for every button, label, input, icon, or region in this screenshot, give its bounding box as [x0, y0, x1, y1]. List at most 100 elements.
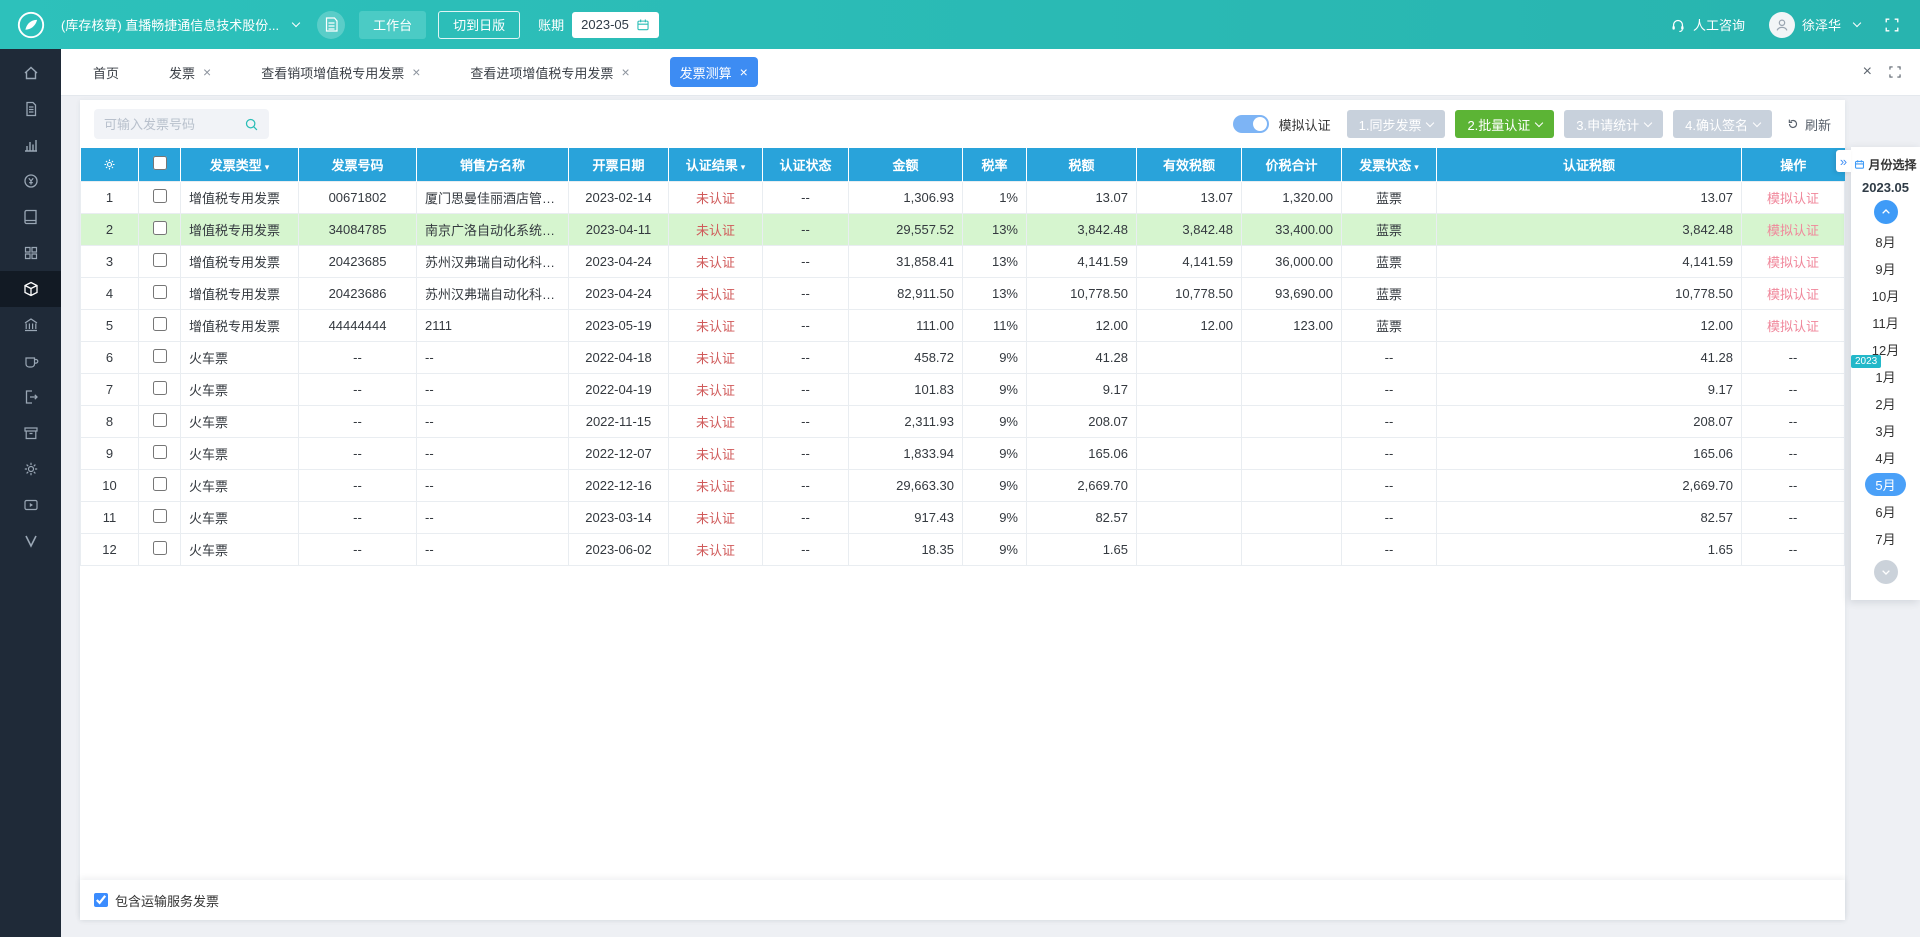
simulate-certify-link[interactable]: 模拟认证: [1741, 308, 1845, 342]
document-quick-icon[interactable]: [317, 10, 346, 39]
column-header[interactable]: 销售方名称: [416, 148, 569, 181]
sidebar-item-assets[interactable]: [0, 271, 61, 307]
period-selector[interactable]: 2023-05: [572, 11, 659, 38]
table-row[interactable]: 7 火车票 -- -- 2022-04-19 未认证 -- 101.83 9% 9.17 -- 9.1…: [80, 372, 1845, 406]
scroll-months-up-button[interactable]: [1873, 200, 1898, 224]
tab-invoice[interactable]: 发票 ×: [159, 57, 221, 87]
row-checkbox[interactable]: [152, 284, 167, 299]
month-item[interactable]: 8月: [1875, 235, 1896, 250]
confirm-signature-button[interactable]: 4.确认签名: [1673, 110, 1772, 138]
tab-input-vat-invoices[interactable]: 查看进项增值税专用发票 ×: [460, 57, 639, 87]
month-item[interactable]: 1月 2023: [1851, 355, 1920, 390]
month-item[interactable]: 12月: [1871, 343, 1900, 358]
row-checkbox[interactable]: [152, 380, 167, 395]
month-item[interactable]: 6月: [1875, 505, 1896, 520]
column-header[interactable]: 发票状态 ▾: [1341, 148, 1437, 181]
sidebar-item-funds[interactable]: [0, 163, 61, 199]
column-header[interactable]: 价税合计: [1241, 148, 1342, 181]
row-checkbox[interactable]: [152, 540, 167, 555]
row-checkbox[interactable]: [152, 348, 167, 363]
row-checkbox[interactable]: [152, 412, 167, 427]
support-button[interactable]: 人工咨询: [1670, 15, 1745, 34]
table-row[interactable]: 8 火车票 -- -- 2022-11-15 未认证 -- 2,311.93 9% 208.07-…: [80, 404, 1845, 438]
collapse-panel-icon[interactable]: »: [1836, 150, 1851, 172]
tab-home[interactable]: 首页: [83, 57, 129, 87]
close-icon[interactable]: ×: [412, 64, 421, 80]
table-row[interactable]: 4增值税专用发票20423686苏州汉弗瑞自动化科技有限...2023-04-2…: [80, 276, 1845, 310]
workbench-button[interactable]: 工作台: [359, 10, 427, 39]
switch-version-button[interactable]: 切到日版: [438, 10, 521, 39]
month-item[interactable]: 7月: [1875, 532, 1896, 547]
include-transport-checkbox[interactable]: [94, 893, 108, 907]
sidebar-item-report[interactable]: [0, 127, 61, 163]
sidebar-item-bank[interactable]: [0, 307, 61, 343]
row-checkbox[interactable]: [152, 252, 167, 267]
column-header[interactable]: 金额: [848, 148, 963, 181]
search-box[interactable]: [94, 109, 269, 139]
month-item[interactable]: 11月: [1872, 316, 1899, 331]
month-item[interactable]: 4月: [1875, 451, 1896, 466]
close-icon[interactable]: ×: [621, 64, 630, 80]
search-icon[interactable]: [244, 117, 259, 132]
sidebar-item-home[interactable]: [0, 55, 61, 91]
row-checkbox[interactable]: [152, 188, 167, 203]
tab-invoice-calc[interactable]: 发票测算 ×: [669, 57, 758, 87]
column-header[interactable]: 认证状态: [762, 148, 849, 181]
user-menu[interactable]: 徐泽华: [1768, 11, 1862, 38]
sidebar-item-archive[interactable]: [0, 415, 61, 451]
sidebar-item-invoice[interactable]: [0, 91, 61, 127]
table-row[interactable]: 10 火车票 -- -- 2022-12-16 未认证 -- 29,663.30 9% 2,669…: [80, 468, 1845, 502]
column-header[interactable]: 开票日期: [568, 148, 669, 181]
month-item[interactable]: 9月: [1875, 262, 1896, 277]
simulate-certify-link[interactable]: 模拟认证: [1741, 180, 1845, 214]
sidebar-item-apps[interactable]: [0, 235, 61, 271]
sidebar-item-tea[interactable]: [0, 343, 61, 379]
company-selector[interactable]: (库存核算) 直播畅捷通信息技术股份...: [61, 15, 301, 34]
table-row[interactable]: 3增值税专用发票20423685苏州汉弗瑞自动化科技有限...2023-04-2…: [80, 244, 1845, 278]
table-row[interactable]: 12 火车票 -- -- 2023-06-02 未认证 -- 18.35 9% 1.65 -- 1.6…: [80, 532, 1845, 566]
table-row[interactable]: 2增值税专用发票34084785南京广洛自动化系统有限责...2023-04-1…: [80, 212, 1845, 246]
month-item[interactable]: 5月: [1851, 471, 1920, 498]
expand-icon[interactable]: [1888, 65, 1902, 79]
close-icon[interactable]: ×: [739, 64, 748, 80]
apply-statistics-button[interactable]: 3.申请统计: [1564, 110, 1664, 138]
column-header[interactable]: 税额: [1026, 148, 1137, 181]
table-row[interactable]: 11 火车票 -- -- 2023-03-14 未认证 -- 917.43 9% 82.57 -- 8…: [80, 500, 1845, 534]
simulate-certify-link[interactable]: 模拟认证: [1741, 212, 1845, 246]
month-item[interactable]: 3月: [1875, 424, 1896, 439]
column-header[interactable]: 有效税额: [1136, 148, 1242, 181]
row-checkbox[interactable]: [152, 508, 167, 523]
select-all-checkbox[interactable]: [152, 155, 167, 170]
month-item[interactable]: 10月: [1871, 289, 1900, 304]
select-all-header[interactable]: [138, 148, 181, 181]
simulate-certify-link[interactable]: 模拟认证: [1741, 244, 1845, 278]
refresh-button[interactable]: 刷新: [1786, 115, 1831, 134]
close-icon[interactable]: ×: [203, 64, 212, 80]
column-header[interactable]: 发票类型 ▾: [180, 148, 299, 181]
sync-invoice-button[interactable]: 1.同步发票: [1346, 110, 1446, 138]
sidebar-item-ledger[interactable]: [0, 199, 61, 235]
simulate-toggle[interactable]: [1232, 115, 1269, 133]
column-header[interactable]: 操作: [1741, 148, 1845, 181]
sidebar-item-video[interactable]: [0, 487, 61, 523]
simulate-certify-link[interactable]: 模拟认证: [1741, 276, 1845, 310]
column-header[interactable]: 认证税额: [1436, 148, 1742, 181]
column-header[interactable]: 认证结果 ▾: [668, 148, 763, 181]
column-header[interactable]: 税率: [962, 148, 1027, 181]
month-item[interactable]: 2月: [1875, 397, 1896, 412]
row-checkbox[interactable]: [152, 444, 167, 459]
table-row[interactable]: 9 火车票 -- -- 2022-12-07 未认证 -- 1,833.94 9% 165.06-…: [80, 436, 1845, 470]
scroll-months-down-button[interactable]: [1873, 560, 1898, 584]
column-settings-header[interactable]: [80, 148, 139, 181]
row-checkbox[interactable]: [152, 220, 167, 235]
sidebar-item-exit[interactable]: [0, 379, 61, 415]
tab-output-vat-invoices[interactable]: 查看销项增值税专用发票 ×: [251, 57, 430, 87]
table-row[interactable]: 1增值税专用发票00671802厦门思曼佳丽酒店管理有限...2023-02-1…: [80, 180, 1845, 214]
row-checkbox[interactable]: [152, 316, 167, 331]
close-tabs-icon[interactable]: ×: [1862, 63, 1872, 80]
batch-certify-button[interactable]: 2.批量认证: [1455, 110, 1555, 138]
sidebar-item-vlogo[interactable]: [0, 523, 61, 559]
column-header[interactable]: 发票号码: [298, 148, 417, 181]
fullscreen-icon[interactable]: [1884, 17, 1900, 33]
table-row[interactable]: 5 增值税专用发票 44444444 2111 2023-05-19 未认证 -- 111.0…: [80, 308, 1845, 342]
